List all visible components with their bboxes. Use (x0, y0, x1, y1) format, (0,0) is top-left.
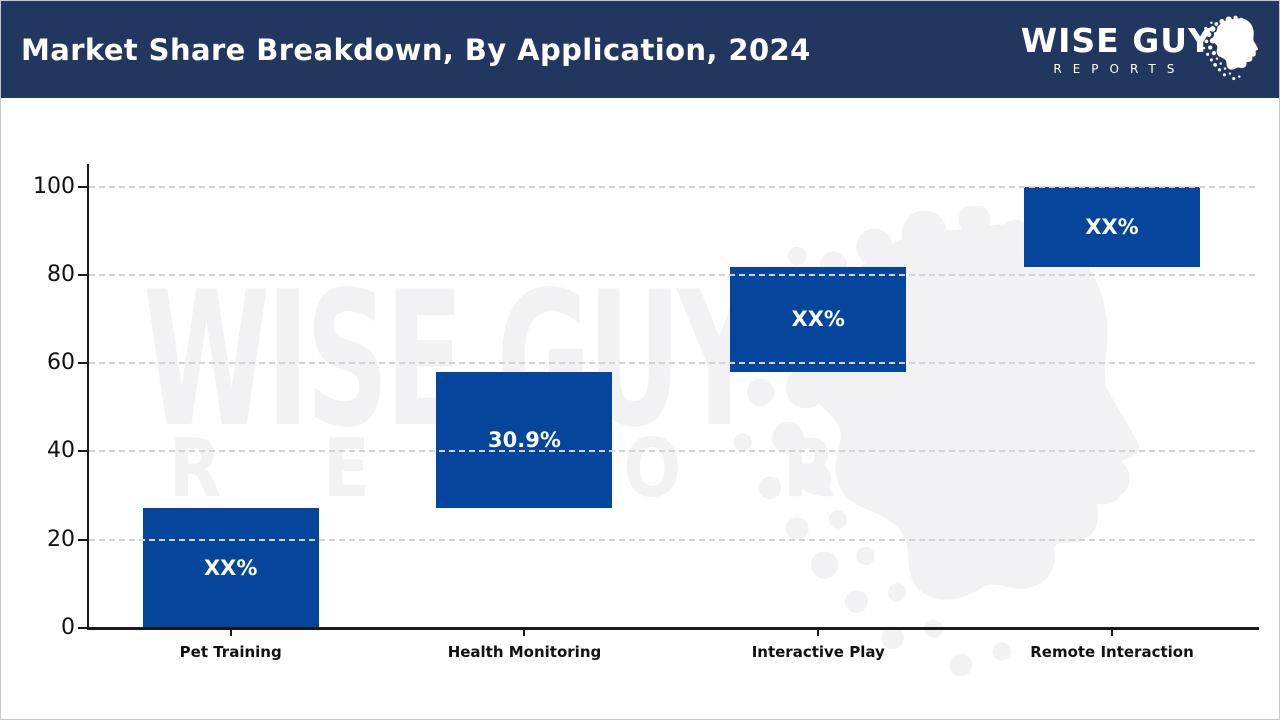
page-title: Market Share Breakdown, By Application, … (21, 32, 811, 67)
y-tick-mark-20 (78, 538, 87, 541)
header-banner: Market Share Breakdown, By Application, … (1, 1, 1279, 98)
x-label-pet-training: Pet Training (179, 643, 282, 661)
x-label-remote-interaction: Remote Interaction (1030, 643, 1194, 661)
x-tick-mark-pet-training (229, 628, 232, 636)
gridline-60 (89, 362, 1255, 365)
y-tick-label-0: 0 (61, 615, 75, 640)
y-tick-label-60: 60 (47, 350, 75, 376)
bar-remote-interaction: XX% (1024, 186, 1200, 268)
bar-health-monitoring: 30.9% (436, 371, 613, 508)
y-tick-mark-40 (78, 450, 87, 453)
bar-value-label-remote-interaction: XX% (1085, 215, 1139, 239)
y-tick-label-40: 40 (47, 438, 75, 464)
plot-area: 0 20 40 60 80 100 XX% 30.9% XX% XX% Pet Training He… (33, 164, 1259, 661)
x-axis-line (87, 627, 1259, 630)
wise-guy-dotted-head-icon (1202, 15, 1259, 80)
bar-value-label-pet-training: XX% (203, 555, 258, 580)
gridline-20 (89, 538, 1255, 541)
x-tick-mark-health-monitoring (523, 628, 526, 636)
y-axis-line (87, 164, 89, 628)
wise-guy-reports-logo: WISE GUY REPORTS (1021, 15, 1261, 85)
x-label-interactive-play: Interactive Play (751, 643, 885, 661)
bar-interactive-play: XX% (730, 267, 907, 372)
bar-value-label-health-monitoring: 30.9% (488, 427, 561, 452)
gridline-100 (89, 185, 1255, 188)
y-tick-label-100: 100 (33, 173, 75, 199)
logo-line1: WISE GUY (1020, 20, 1213, 60)
y-tick-label-80: 80 (47, 261, 75, 287)
x-label-health-monitoring: Health Monitoring (447, 643, 602, 661)
y-tick-mark-100 (78, 185, 87, 188)
y-tick-mark-0 (78, 627, 87, 629)
bar-pet-training: XX% (142, 507, 319, 628)
y-tick-label-20: 20 (47, 526, 75, 552)
bar-value-label-interactive-play: XX% (791, 307, 845, 332)
gridline-40 (89, 450, 1255, 453)
logo-text: WISE GUY REPORTS (1021, 24, 1213, 76)
y-tick-mark-60 (78, 362, 87, 365)
gridline-80 (89, 273, 1255, 276)
y-tick-mark-80 (78, 273, 87, 276)
logo-line2: REPORTS (1053, 61, 1186, 76)
